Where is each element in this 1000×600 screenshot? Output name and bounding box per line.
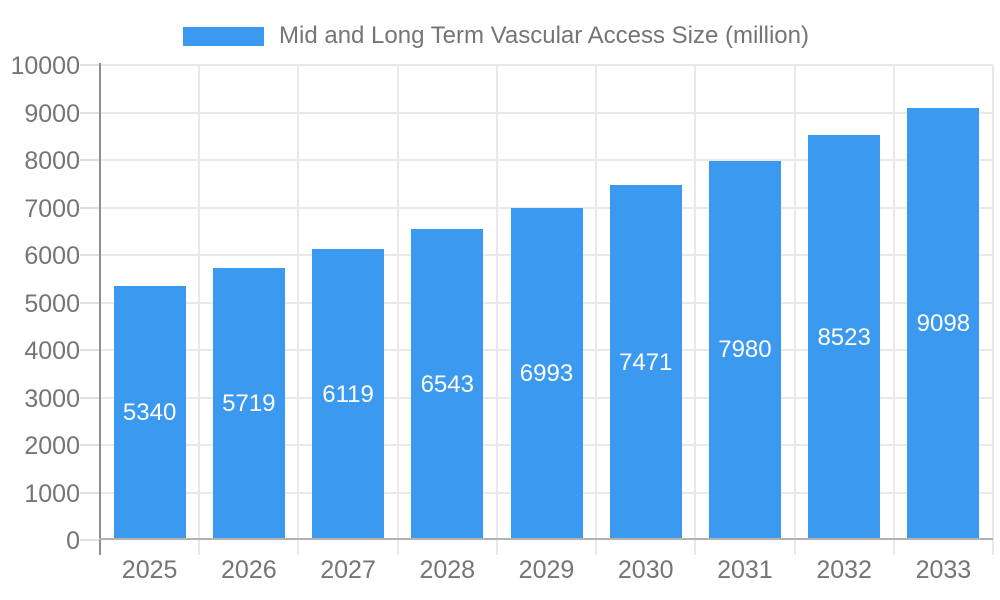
bar[interactable] [609, 185, 682, 540]
y-tick-mark [80, 396, 99, 399]
gridline-vertical [198, 65, 201, 555]
y-tick-mark [80, 159, 99, 161]
x-tick-label: 2030 [617, 556, 674, 584]
y-tick-label: 4000 [24, 337, 80, 365]
gridline-vertical [992, 65, 994, 555]
y-tick-mark [80, 491, 99, 494]
gridline-horizontal [100, 111, 993, 114]
bar[interactable] [907, 107, 980, 540]
y-tick-mark [80, 111, 99, 114]
y-tick-label: 2000 [24, 432, 80, 460]
y-tick-mark [80, 206, 99, 209]
y-tick-mark [80, 539, 99, 541]
y-tick-mark [80, 301, 99, 304]
bar[interactable] [510, 207, 583, 540]
gridline-vertical [892, 65, 895, 555]
x-tick-label: 2031 [717, 556, 773, 584]
y-tick-mark [80, 64, 99, 66]
gridline-vertical [595, 65, 598, 555]
gridline-vertical [793, 65, 796, 555]
bar[interactable] [212, 268, 285, 540]
y-tick-label: 1000 [24, 479, 80, 508]
y-tick-mark [80, 349, 99, 351]
x-tick-label: 2027 [320, 556, 376, 584]
y-tick-label: 6000 [24, 242, 80, 270]
x-tick-label: 2032 [816, 556, 872, 584]
gridline-vertical [396, 65, 399, 555]
plot-area: 5340 5719 6119 6543 6993 7471 7980 8523 9098 [100, 64, 994, 555]
x-tick-label: 2033 [915, 556, 972, 584]
y-tick-label: 10000 [10, 52, 80, 80]
bar[interactable] [113, 286, 186, 540]
y-tick-label: 3000 [24, 384, 80, 413]
bar[interactable] [708, 160, 781, 540]
y-tick-label: 5000 [24, 289, 80, 318]
gridline-horizontal [100, 206, 993, 209]
legend-label: Mid and Long Term Vascular Access Size (… [279, 22, 809, 49]
x-tick-label: 2029 [518, 556, 575, 584]
gridline-horizontal [100, 159, 993, 161]
legend[interactable]: Mid and Long Term Vascular Access Size (… [183, 22, 809, 50]
x-tick-label: 2028 [419, 556, 476, 584]
x-tick-label: 2025 [121, 556, 178, 584]
x-axis-labels: 2025 2026 2027 2028 2029 2030 2031 2032 2033 [100, 556, 993, 586]
gridline-vertical [495, 65, 498, 555]
gridline-vertical [297, 65, 300, 555]
legend-swatch [183, 26, 264, 46]
y-tick-label: 7000 [24, 194, 80, 223]
gridline-vertical [694, 65, 697, 555]
y-tick-mark [80, 254, 99, 256]
bar[interactable] [411, 229, 484, 540]
y-axis-line [99, 63, 101, 555]
bar[interactable] [808, 135, 881, 540]
bar[interactable] [312, 249, 385, 540]
gridline-horizontal [100, 64, 993, 66]
y-tick-label: 0 [66, 527, 80, 555]
x-tick-label: 2026 [221, 556, 277, 584]
x-axis-line [99, 538, 993, 540]
y-tick-label: 9000 [24, 99, 80, 128]
y-tick-mark [80, 444, 99, 446]
y-tick-label: 8000 [24, 147, 80, 175]
